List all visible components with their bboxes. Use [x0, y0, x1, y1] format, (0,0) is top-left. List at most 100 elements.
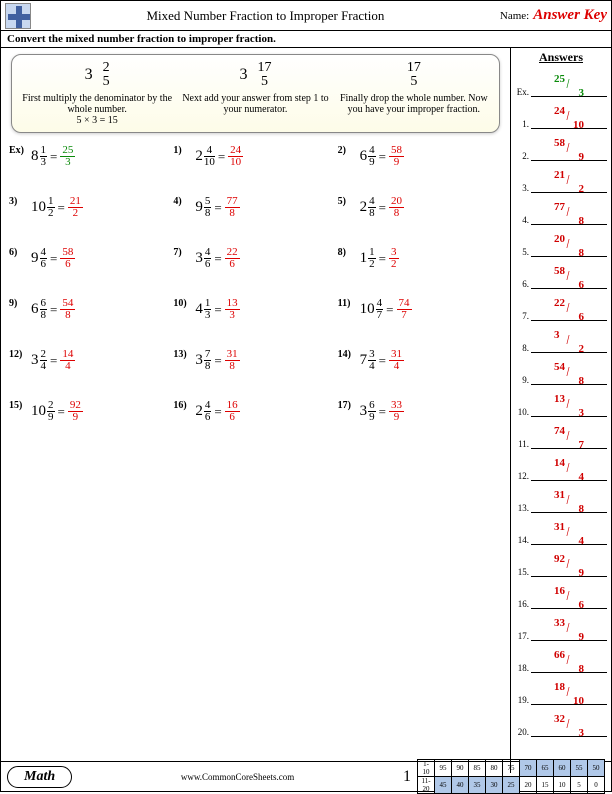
answer-fraction: 778: [225, 196, 240, 219]
answer-label: 3.: [515, 183, 531, 193]
whole-number: 3: [195, 352, 203, 369]
problem-equation: 112=32: [360, 247, 399, 270]
problem: 1)2410=2410: [173, 145, 337, 168]
answer-line: 20.32/3: [515, 709, 607, 737]
problem-label: 11): [338, 298, 360, 309]
answer-diagonal-fraction: 58/9: [552, 139, 586, 161]
ex2-whole: 3: [239, 66, 247, 84]
answer-fraction: 548: [60, 298, 75, 321]
answer-label: 15.: [515, 567, 531, 577]
answer-value: 31/8: [531, 491, 607, 513]
ex2-text: Next add your answer from step 1 to your…: [180, 93, 330, 115]
example-step-2: 3 175 Next add your answer from step 1 t…: [176, 61, 334, 126]
mixed-fraction: 12: [368, 247, 376, 270]
mixed-fraction: 47: [376, 298, 384, 321]
problem-label: 13): [173, 349, 195, 360]
mixed-fraction: 48: [368, 196, 376, 219]
answer-fraction: 226: [225, 247, 240, 270]
mixed-fraction: 58: [204, 196, 212, 219]
answer-value: 3/2: [531, 331, 607, 353]
problem-equation: 946=586: [31, 247, 75, 270]
problem-label: 14): [338, 349, 360, 360]
ex3-text: Finally drop the whole number. Now you h…: [339, 93, 489, 115]
problem-equation: 1047=747: [360, 298, 412, 321]
equals-sign: =: [379, 251, 386, 267]
answer-fraction: 166: [225, 400, 240, 423]
score-cell: 60: [554, 760, 571, 777]
problem-label: 4): [173, 196, 195, 207]
mixed-fraction: 24: [40, 349, 48, 372]
answer-line: 8. 3/2: [515, 325, 607, 353]
ex2-den: 5: [257, 75, 271, 89]
problem-label: 3): [9, 196, 31, 207]
answer-label: 10.: [515, 407, 531, 417]
answer-diagonal-fraction: 16/6: [552, 587, 586, 609]
answer-line: 3.21/2: [515, 165, 607, 193]
answer-diagonal-fraction: 14/4: [552, 459, 586, 481]
answer-line: 16.16/6: [515, 581, 607, 609]
answer-diagonal-fraction: 3/2: [552, 331, 586, 353]
problem: 10)413=133: [173, 298, 337, 321]
problem-equation: 958=778: [195, 196, 239, 219]
answer-diagonal-fraction: 13/3: [552, 395, 586, 417]
answer-label: 4.: [515, 215, 531, 225]
problem: 8)112=32: [338, 247, 502, 270]
score-cell: 85: [469, 760, 486, 777]
answer-line: 14.31/4: [515, 517, 607, 545]
answer-fraction: 314: [389, 349, 404, 372]
answer-label: 18.: [515, 663, 531, 673]
problem: 6)946=586: [9, 247, 173, 270]
answer-value: 24/10: [531, 107, 607, 129]
answer-label: 13.: [515, 503, 531, 513]
equals-sign: =: [218, 149, 225, 165]
score-cell: 70: [520, 760, 537, 777]
answer-label: 8.: [515, 343, 531, 353]
whole-number: 4: [195, 301, 203, 318]
problem-equation: 649=589: [360, 145, 404, 168]
ex1-calc: 5 × 3 = 15: [22, 115, 172, 126]
problem: 14)734=314: [338, 349, 502, 372]
equals-sign: =: [379, 149, 386, 165]
equals-sign: =: [50, 149, 57, 165]
problem: 17)369=339: [338, 400, 502, 423]
whole-number: 7: [360, 352, 368, 369]
equals-sign: =: [50, 302, 57, 318]
answer-line: 13.31/8: [515, 485, 607, 513]
problem: 4)958=778: [173, 196, 337, 219]
whole-number: 8: [31, 148, 39, 165]
whole-number: 3: [195, 250, 203, 267]
problems-grid: Ex)813=2531)2410=24102)649=5893)1012=212…: [7, 141, 504, 427]
example-step-3: 175 Finally drop the whole number. Now y…: [335, 61, 493, 126]
whole-number: 10: [31, 199, 46, 216]
name-label: Name:: [500, 10, 529, 22]
problem: 13)378=318: [173, 349, 337, 372]
answer-diagonal-fraction: 18/10: [552, 683, 586, 705]
equals-sign: =: [379, 200, 386, 216]
answer-value: 20/8: [531, 235, 607, 257]
answers-heading: Answers: [515, 50, 607, 65]
answer-diagonal-fraction: 33/9: [552, 619, 586, 641]
mixed-fraction: 410: [204, 145, 215, 168]
ex2-num: 17: [257, 61, 271, 75]
answer-label: 19.: [515, 695, 531, 705]
score-cell: 55: [571, 760, 588, 777]
answer-line: 2. 58/9: [515, 133, 607, 161]
problem: 2)649=589: [338, 145, 502, 168]
main-area: 3 25 First multiply the denominator by t…: [1, 48, 611, 773]
mixed-fraction: 13: [40, 145, 48, 168]
mixed-fraction: 29: [47, 400, 55, 423]
problem-label: Ex): [9, 145, 31, 156]
problem-label: 1): [173, 145, 195, 156]
work-area: 3 25 First multiply the denominator by t…: [1, 48, 511, 773]
answer-line: 12.14/4: [515, 453, 607, 481]
whole-number: 3: [31, 352, 39, 369]
answer-value: 31/4: [531, 523, 607, 545]
answer-value: 14/4: [531, 459, 607, 481]
answer-value: 74/7: [531, 427, 607, 449]
answer-fraction: 212: [68, 196, 83, 219]
score-cell: 20: [520, 777, 537, 794]
problem-equation: 813=253: [31, 145, 75, 168]
answer-label: 2.: [515, 151, 531, 161]
footer-url: www.CommonCoreSheets.com: [72, 772, 403, 782]
subject-badge: Math: [7, 766, 72, 788]
